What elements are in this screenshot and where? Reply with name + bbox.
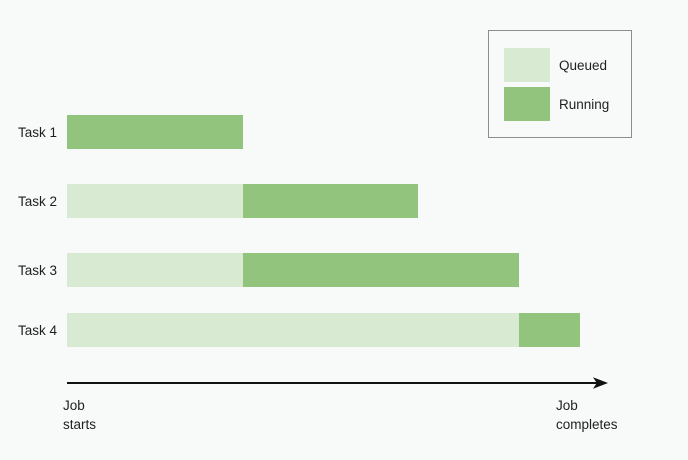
axis-label-job-completes: Job completes	[556, 398, 618, 432]
bar-segment-queued	[67, 184, 243, 218]
task-label: Task 2	[18, 193, 58, 209]
running-swatch-icon	[504, 87, 550, 121]
task-row: Task 1	[0, 115, 688, 149]
bar-track	[67, 253, 580, 287]
legend-item-running: Running	[504, 87, 631, 121]
legend-item-queued: Queued	[504, 48, 631, 82]
task-row: Task 3	[0, 253, 688, 287]
task-row: Task 2	[0, 184, 688, 218]
legend-label-running: Running	[559, 96, 610, 112]
bar-track	[67, 313, 580, 347]
bar-segment-running	[242, 184, 418, 218]
bar-segment-running	[518, 313, 580, 347]
bar-track	[67, 184, 580, 218]
task-label: Task 1	[18, 124, 58, 140]
bar-segment-queued	[67, 253, 243, 287]
task-label: Task 4	[18, 322, 58, 338]
bar-segment-queued	[67, 313, 519, 347]
legend-label-queued: Queued	[559, 57, 608, 73]
bar-segment-running	[242, 253, 519, 287]
task-label: Task 3	[18, 262, 58, 278]
axis-label-job-starts: Job starts	[63, 398, 97, 432]
task-row: Task 4	[0, 313, 688, 347]
legend: Queued Running	[488, 30, 632, 138]
queued-swatch-icon	[504, 48, 550, 82]
bar-segment-running	[67, 115, 243, 149]
bar-track	[67, 115, 580, 149]
